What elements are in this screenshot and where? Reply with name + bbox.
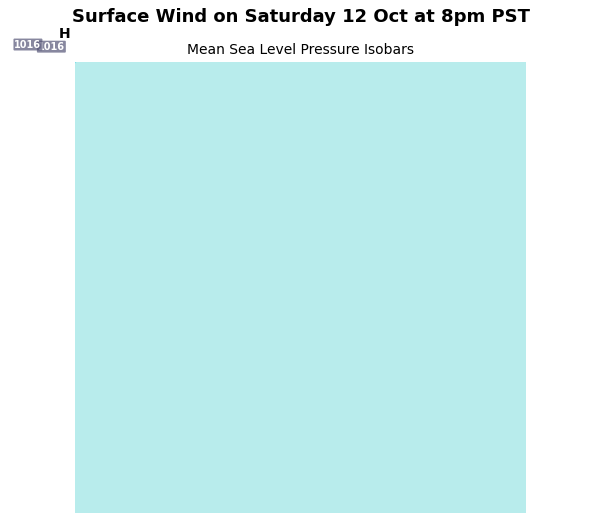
Polygon shape [23, 0, 34, 2]
Polygon shape [15, 23, 75, 62]
Text: H: H [58, 27, 70, 41]
Polygon shape [0, 0, 58, 10]
Polygon shape [11, 28, 37, 49]
Text: Mean Sea Level Pressure Isobars: Mean Sea Level Pressure Isobars [187, 44, 414, 57]
Polygon shape [0, 10, 75, 62]
Polygon shape [15, 8, 30, 30]
Text: 1016: 1016 [14, 40, 41, 50]
Text: Surface Wind on Saturday 12 Oct at 8pm PST: Surface Wind on Saturday 12 Oct at 8pm P… [72, 8, 529, 26]
Text: 1016: 1016 [38, 42, 65, 52]
Polygon shape [32, 10, 75, 62]
Polygon shape [16, 43, 23, 58]
